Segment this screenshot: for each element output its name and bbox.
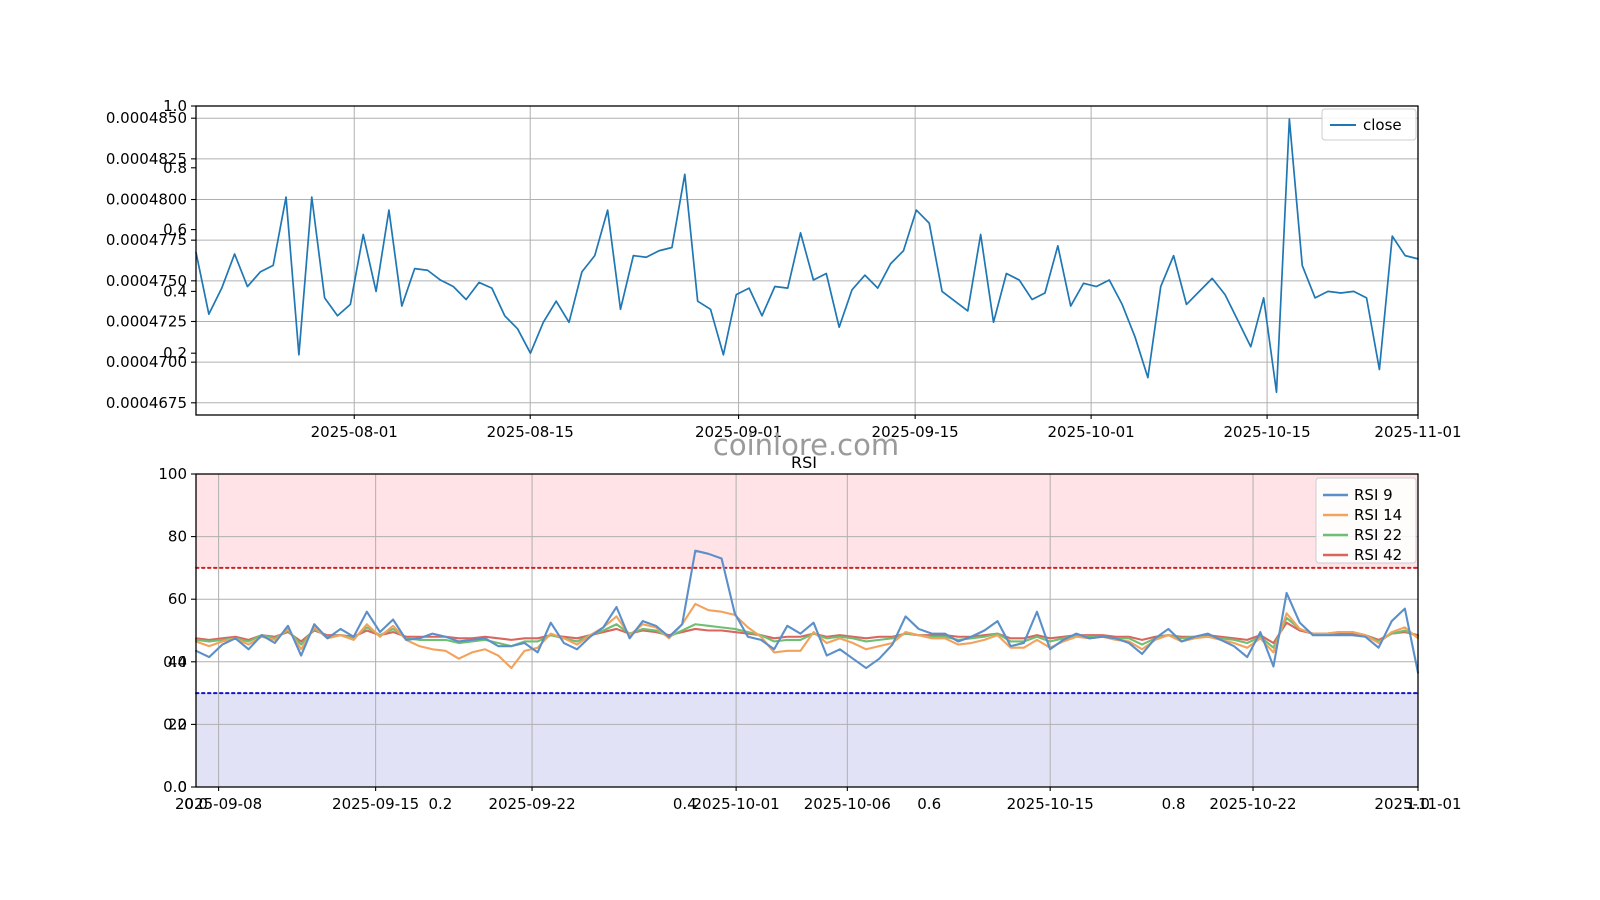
rsi-x-tick-label: 2025-09-22 [488, 795, 575, 813]
price-x-tick-label: 2025-10-15 [1223, 423, 1310, 441]
price-y-tick-label: 0.0004750 [106, 272, 187, 290]
rsi-ghost-x-tick-label: 1.0 [1406, 795, 1430, 813]
price-close-line [195, 118, 1419, 394]
price-x-tick-label: 2025-08-15 [487, 423, 574, 441]
rsi-ghost-y-tick-label: 0.0 [163, 778, 187, 796]
price-y-tick-label: 0.0004850 [106, 109, 187, 127]
price-ghost-y-tick-label: 0.8 [163, 159, 187, 177]
rsi-legend-label-3: RSI 42 [1354, 546, 1402, 564]
rsi-y-tick-label: 40 [168, 653, 187, 671]
price-y-tick-label: 0.0004725 [106, 312, 187, 330]
rsi-panel-title: RSI [791, 453, 817, 472]
rsi-x-tick-label: 2025-11-01 [1374, 795, 1461, 813]
rsi-x-tick-label: 2025-10-22 [1209, 795, 1296, 813]
rsi-legend-label-1: RSI 14 [1354, 506, 1402, 524]
rsi-x-tick-label: 2025-10-15 [1007, 795, 1094, 813]
rsi-y-tick-label: 20 [168, 715, 187, 733]
price-y-tick-label: 0.0004675 [106, 394, 187, 412]
price-legend-box [1321, 108, 1417, 141]
price-y-tick-label: 0.0004825 [106, 150, 187, 168]
rsi-ghost-x-tick-label: 0.6 [917, 795, 941, 813]
rsi-x-tick-label: 2025-10-06 [804, 795, 891, 813]
price-ghost-y-tick-label: 0.6 [163, 221, 187, 239]
rsi-series-line-rsi-14 [194, 602, 1420, 670]
rsi-x-tick-label: 2025-09-08 [175, 795, 262, 813]
price-axis-frame [195, 105, 1419, 416]
rsi-series-line-rsi-9 [194, 549, 1420, 674]
rsi-ghost-x-tick-label: 0.4 [673, 795, 697, 813]
price-ghost-y-tick-label: 0.2 [163, 344, 187, 362]
price-ghost-y-tick-label: 0.4 [163, 282, 187, 300]
rsi-legend-label-0: RSI 9 [1354, 486, 1393, 504]
price-x-tick-label: 2025-09-01 [695, 423, 782, 441]
rsi-ghost-x-tick-label: 0.0 [184, 795, 208, 813]
rsi-y-tick-label: 0 [177, 778, 187, 796]
price-legend[interactable]: close [1321, 108, 1417, 141]
price-x-tick-label: 2025-10-01 [1048, 423, 1135, 441]
rsi-x-tick-label: 2025-10-01 [693, 795, 780, 813]
price-x-tick-label: 2025-09-15 [872, 423, 959, 441]
rsi-legend-label-2: RSI 22 [1354, 526, 1402, 544]
price-y-tick-label: 0.0004700 [106, 353, 187, 371]
rsi-ghost-y-tick-label: 0.2 [163, 715, 187, 733]
rsi-y-tick-label: 100 [158, 465, 187, 483]
price-ghost-y-tick-label: 1.0 [163, 97, 187, 115]
rsi-oversold-band [196, 693, 1418, 787]
price-legend-label: close [1363, 116, 1402, 134]
price-y-tick-label: 0.0004800 [106, 191, 187, 209]
rsi-x-tick-label: 2025-09-15 [332, 795, 419, 813]
rsi-overbought-band [196, 474, 1418, 568]
rsi-legend[interactable]: RSI 9 RSI 14 RSI 22 RSI 42 [1315, 477, 1417, 564]
watermark: coinlore.com [713, 428, 899, 462]
price-y-tick-label: 0.0004775 [106, 231, 187, 249]
rsi-panel: 2025-09-08 2025-09-15 2025-09-22 2025-10-01… [158, 453, 1461, 813]
rsi-axis-frame [195, 473, 1419, 788]
price-panel: 2025-08-01 2025-08-15 2025-09-01 2025-09-15… [106, 97, 1462, 441]
price-x-tick-label: 2025-08-01 [311, 423, 398, 441]
price-plot-background [196, 106, 1418, 415]
price-x-tick-label: 2025-11-01 [1374, 423, 1461, 441]
rsi-ghost-x-tick-label: 0.8 [1162, 795, 1186, 813]
rsi-legend-box [1315, 477, 1417, 564]
rsi-ghost-x-tick-label: 0.2 [428, 795, 452, 813]
rsi-y-tick-label: 60 [168, 590, 187, 608]
rsi-ghost-y-tick-label: 0.4 [163, 653, 187, 671]
rsi-y-tick-label: 80 [168, 528, 187, 546]
